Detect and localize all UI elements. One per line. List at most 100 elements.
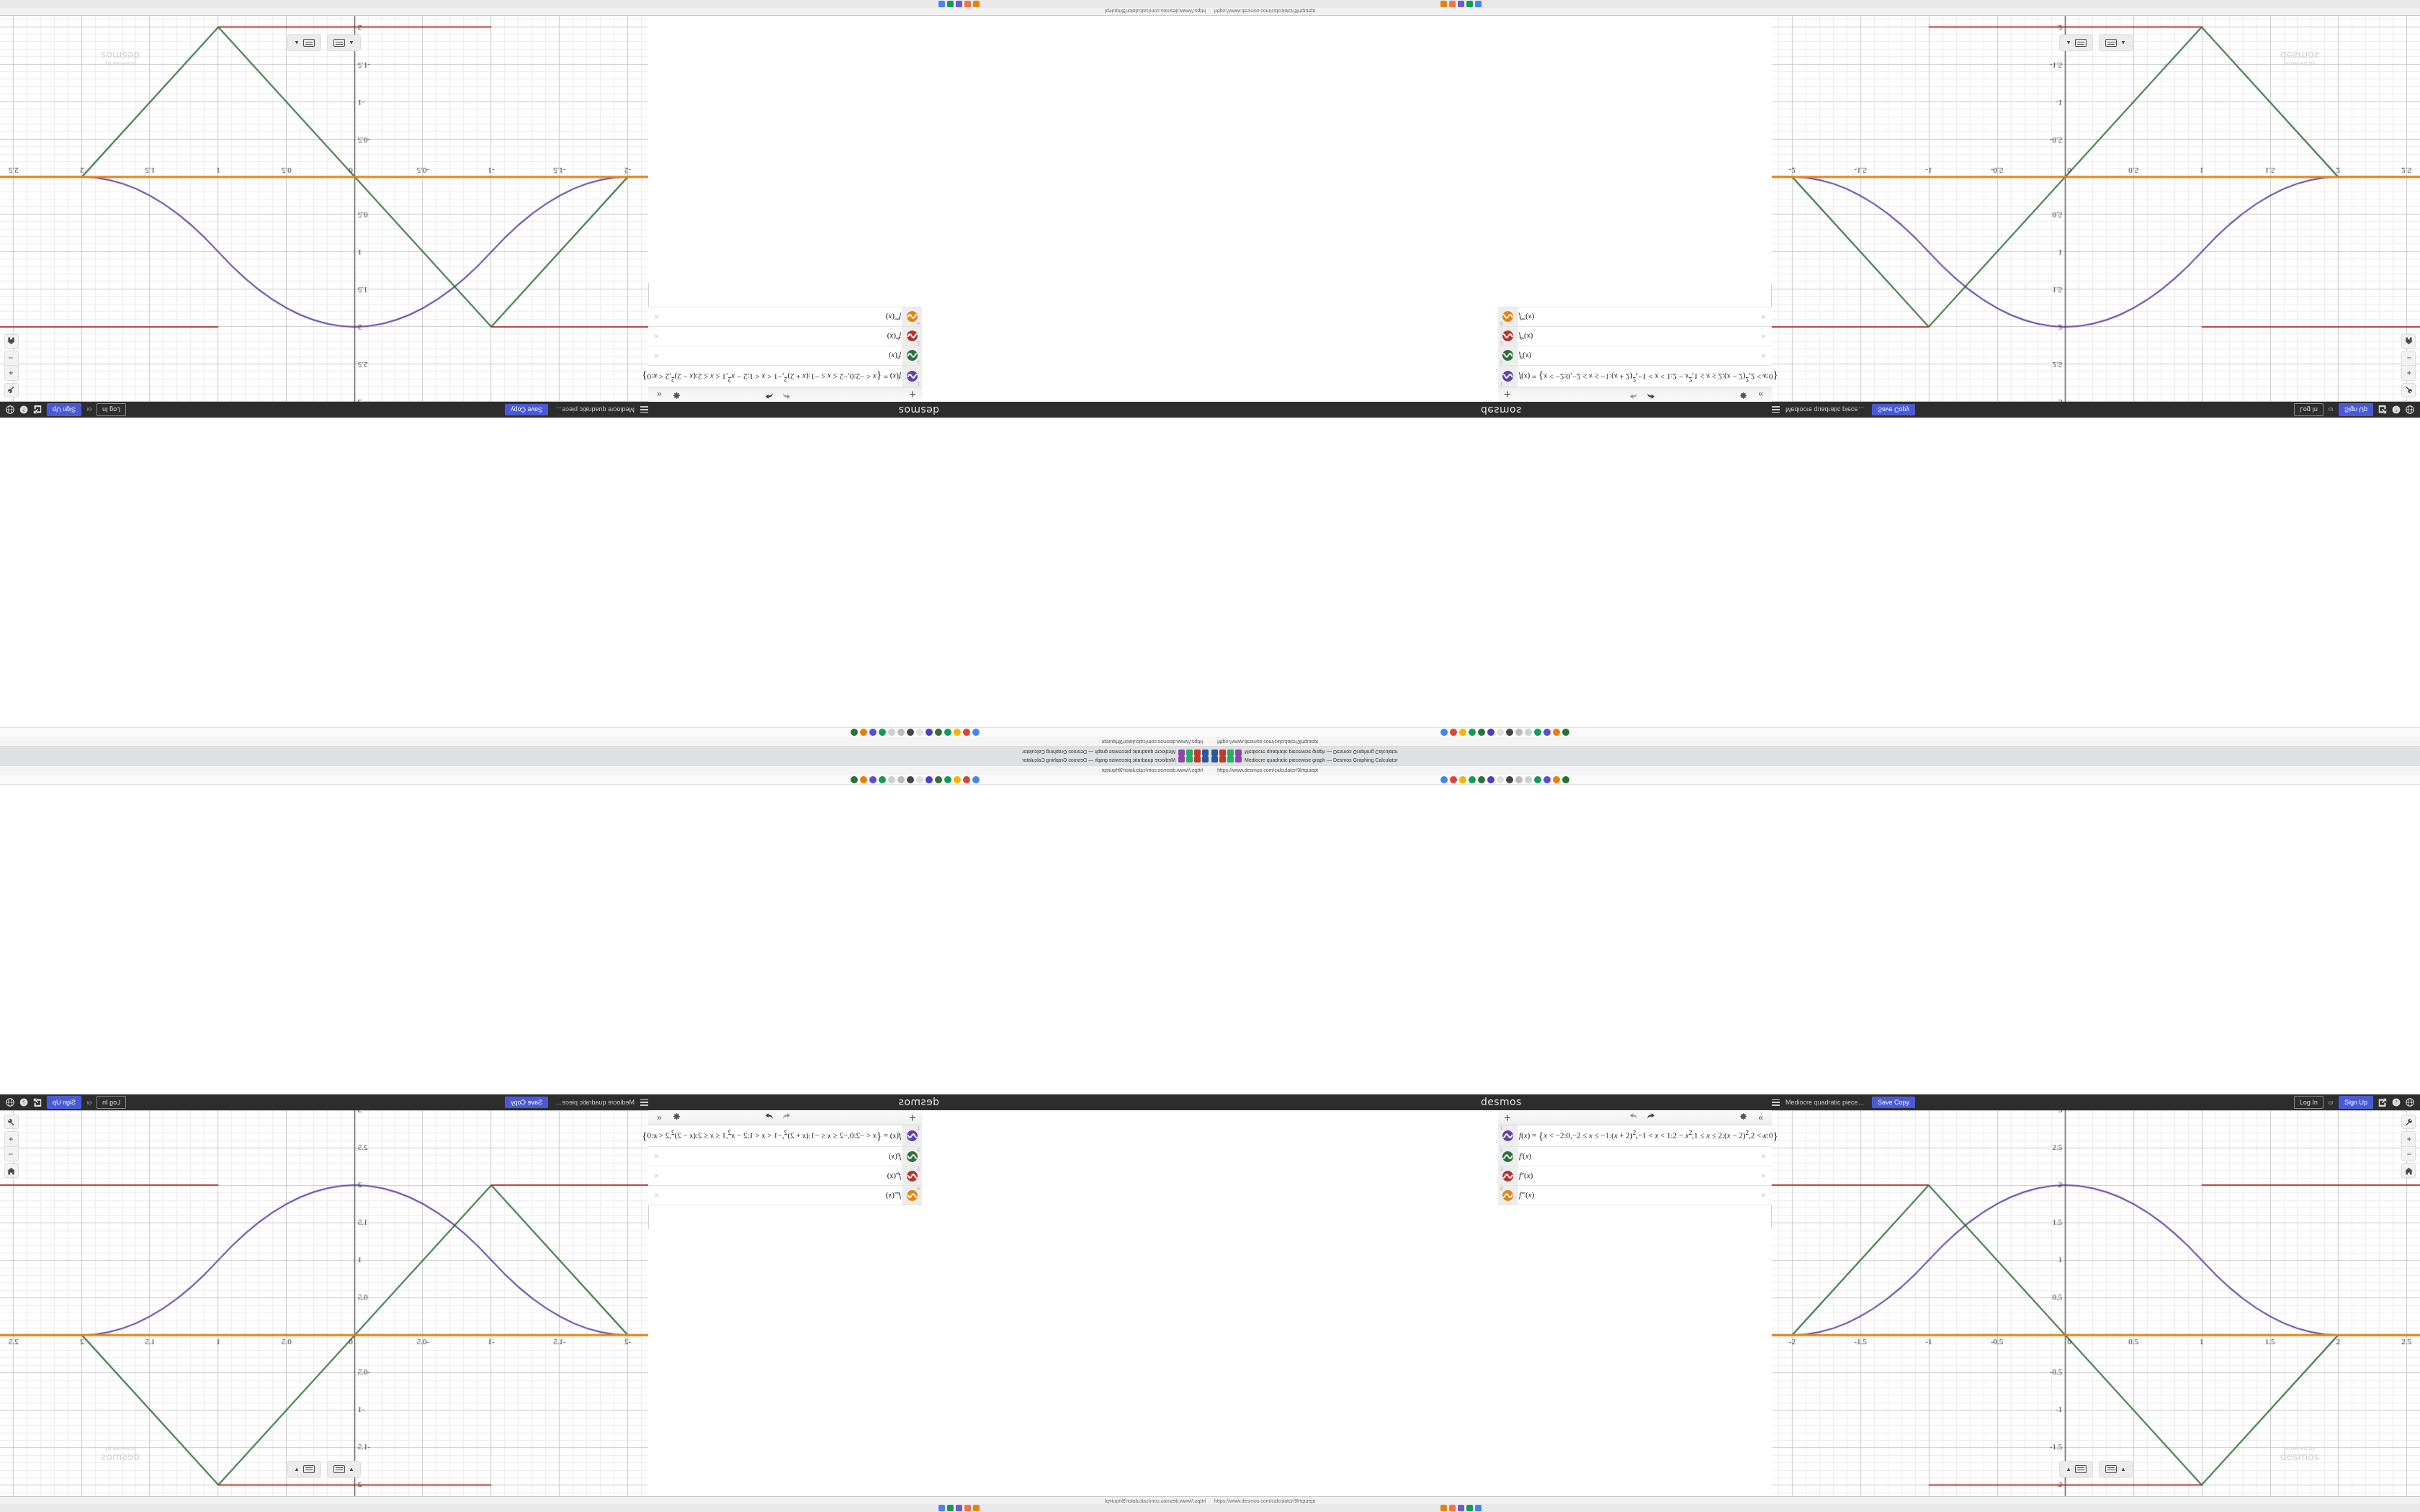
keyboard-dock[interactable]: ▲ ▲ bbox=[1772, 1454, 2420, 1483]
bookmark-icon[interactable] bbox=[963, 775, 970, 783]
keyboard-dock[interactable]: ▲ ▲ bbox=[0, 29, 648, 58]
graph-title-group[interactable]: Mediocre quadratic piecewi... Save Copy bbox=[1772, 402, 1916, 418]
bookmark-icon[interactable] bbox=[888, 775, 895, 783]
bookmark-icon[interactable] bbox=[1478, 775, 1485, 783]
plus-icon[interactable]: + bbox=[8, 368, 14, 378]
expression-panel[interactable]: + « 1 f(x) = {x < −2:0,−2 ≤ x ≤ −1:(x + 2… bbox=[642, 283, 922, 402]
bookmark-icon[interactable] bbox=[1525, 775, 1532, 783]
keyboard-toggle-button[interactable]: ▲ bbox=[2059, 35, 2093, 52]
delete-expression-icon[interactable]: × bbox=[654, 331, 660, 341]
minus-icon[interactable]: − bbox=[2402, 351, 2416, 366]
bookmark-icon[interactable] bbox=[851, 729, 858, 737]
expression-color-bubble[interactable] bbox=[907, 371, 918, 382]
bookmark-icon[interactable] bbox=[869, 775, 877, 783]
delete-expression-icon[interactable]: × bbox=[1760, 331, 1766, 341]
window-controls[interactable] bbox=[1178, 756, 1209, 762]
graph-canvas[interactable]: + − powered by desmos bbox=[0, 1110, 648, 1496]
bookmark-icon[interactable] bbox=[879, 775, 886, 783]
expression-row[interactable]: 2 f'(x) × bbox=[1498, 1147, 1772, 1166]
expression-math[interactable]: f'''(x) bbox=[885, 1191, 901, 1200]
undo-button[interactable] bbox=[781, 390, 791, 400]
expression-row[interactable]: 2 f'(x) × bbox=[648, 346, 922, 365]
desmos-logo[interactable]: desmos bbox=[898, 404, 939, 415]
help-icon[interactable]: ? bbox=[2392, 405, 2401, 414]
expression-list[interactable]: 1 f(x) = {x < −2:0,−2 ≤ x ≤ −1:(x + 2)2,−… bbox=[642, 307, 922, 387]
desmos-logo[interactable]: desmos bbox=[1481, 404, 1522, 415]
expression-color-bubble[interactable] bbox=[907, 1151, 918, 1162]
expression-row[interactable]: 4 f'''(x) × bbox=[1498, 307, 1772, 326]
keyboard-toggle-button[interactable]: ▲ bbox=[2059, 1460, 2093, 1477]
expression-panel[interactable]: + « 1 f(x) = {x < −2:0,−2 ≤ x ≤ −1:(x + 2… bbox=[1498, 1110, 1778, 1229]
delete-expression-icon[interactable]: × bbox=[654, 1171, 660, 1181]
bookmark-icon[interactable] bbox=[1497, 775, 1504, 783]
taskbar-icon[interactable] bbox=[947, 1, 954, 7]
bookmark-icon[interactable] bbox=[1487, 775, 1494, 783]
browser-url-bar[interactable]: https://www.desmos.com/calculator/9lrtqu… bbox=[0, 765, 1210, 775]
expression-color-bubble[interactable] bbox=[1502, 1189, 1513, 1201]
bookmark-icon[interactable] bbox=[1534, 729, 1541, 737]
bookmark-icon[interactable] bbox=[935, 729, 942, 737]
graph-plot[interactable] bbox=[1772, 1110, 2420, 1496]
gear-icon[interactable] bbox=[673, 390, 681, 400]
expression-color-bubble[interactable] bbox=[907, 330, 918, 342]
taskbar-icon[interactable] bbox=[938, 1505, 945, 1511]
gear-icon[interactable] bbox=[673, 1112, 681, 1122]
taskbar-icon[interactable] bbox=[1440, 1505, 1447, 1511]
expression-toolbar[interactable]: + « bbox=[648, 387, 922, 402]
bookmark-icon[interactable] bbox=[944, 729, 951, 737]
graph-zoom-controls[interactable]: + − bbox=[4, 1115, 19, 1178]
expression-math[interactable]: f'(x) bbox=[888, 351, 901, 360]
bookmark-icon[interactable] bbox=[1553, 729, 1560, 737]
bookmark-icon[interactable] bbox=[1440, 729, 1448, 737]
graph-title-group[interactable]: Mediocre quadratic piecewi... Save Copy bbox=[504, 402, 648, 418]
expression-row[interactable]: 2 f'(x) × bbox=[648, 1147, 922, 1166]
graph-canvas[interactable]: + − powered by desmos bbox=[0, 16, 648, 402]
delete-expression-icon[interactable]: × bbox=[654, 312, 660, 322]
browser-bookmark-bar[interactable] bbox=[1210, 775, 2420, 785]
bookmark-icon[interactable] bbox=[1450, 729, 1457, 737]
graph-canvas[interactable]: + − powered by desmos bbox=[1772, 1110, 2420, 1496]
graph-title[interactable]: Mediocre quadratic piecewi... bbox=[1785, 1099, 1865, 1106]
browser-bookmark-bar[interactable] bbox=[0, 775, 1210, 785]
signup-button[interactable]: Sign Up bbox=[2338, 403, 2373, 416]
minus-icon[interactable]: − bbox=[4, 1146, 18, 1161]
graph-zoom-controls[interactable]: + − bbox=[2401, 1115, 2416, 1178]
bookmark-icon[interactable] bbox=[916, 729, 923, 737]
bookmark-icon[interactable] bbox=[869, 729, 877, 737]
expression-math[interactable]: f''(x) bbox=[1519, 332, 1533, 341]
hamburger-menu-icon[interactable] bbox=[640, 1099, 648, 1106]
browser-tabstrip[interactable]: Mediocre quadratic piecewise graph — Des… bbox=[0, 747, 1210, 756]
expression-color-bubble[interactable] bbox=[1502, 330, 1513, 342]
bookmark-icon[interactable] bbox=[1469, 729, 1476, 737]
expression-color-bubble[interactable] bbox=[907, 350, 918, 361]
bookmark-icon[interactable] bbox=[954, 729, 961, 737]
taskbar-icon[interactable] bbox=[1466, 1, 1473, 7]
help-icon[interactable]: ? bbox=[19, 405, 28, 414]
redo-button[interactable] bbox=[765, 390, 774, 400]
hamburger-menu-icon[interactable] bbox=[1772, 1099, 1780, 1106]
expression-toolbar[interactable]: + « bbox=[1498, 387, 1772, 402]
share-icon[interactable] bbox=[33, 405, 42, 414]
home-icon[interactable] bbox=[4, 1164, 19, 1178]
graph-canvas[interactable]: + − powered by desmos bbox=[1772, 16, 2420, 402]
wrench-icon[interactable] bbox=[2401, 383, 2416, 397]
browser-url-bar[interactable]: https://www.desmos.com/calculator/9lrtqu… bbox=[0, 737, 1210, 747]
expression-math[interactable]: f'''(x) bbox=[1519, 312, 1535, 321]
header-right-group[interactable]: Log In or Sign Up ? bbox=[2293, 402, 2414, 418]
taskbar-icon[interactable] bbox=[1449, 1505, 1456, 1511]
expression-row[interactable]: 3 f''(x) × bbox=[648, 326, 922, 346]
browser-bookmark-bar[interactable] bbox=[1210, 727, 2420, 737]
expression-color-bubble[interactable] bbox=[907, 1189, 918, 1201]
graph-zoom-controls[interactable]: + − bbox=[2401, 334, 2416, 397]
os-taskbar[interactable] bbox=[0, 1504, 1210, 1512]
bookmark-icon[interactable] bbox=[972, 775, 980, 783]
graph-title[interactable]: Mediocre quadratic piecewi... bbox=[555, 1099, 635, 1106]
expression-math[interactable]: f''(x) bbox=[1519, 1171, 1533, 1180]
window-controls[interactable] bbox=[1211, 756, 1242, 762]
minus-icon[interactable]: − bbox=[2402, 1146, 2416, 1161]
language-globe-icon[interactable] bbox=[2406, 405, 2414, 414]
graph-title[interactable]: Mediocre quadratic piecewi... bbox=[1785, 406, 1865, 413]
expression-math[interactable]: f''(x) bbox=[887, 1171, 901, 1180]
taskbar-icon[interactable] bbox=[956, 1505, 962, 1511]
delete-expression-icon[interactable]: × bbox=[1760, 1171, 1766, 1181]
